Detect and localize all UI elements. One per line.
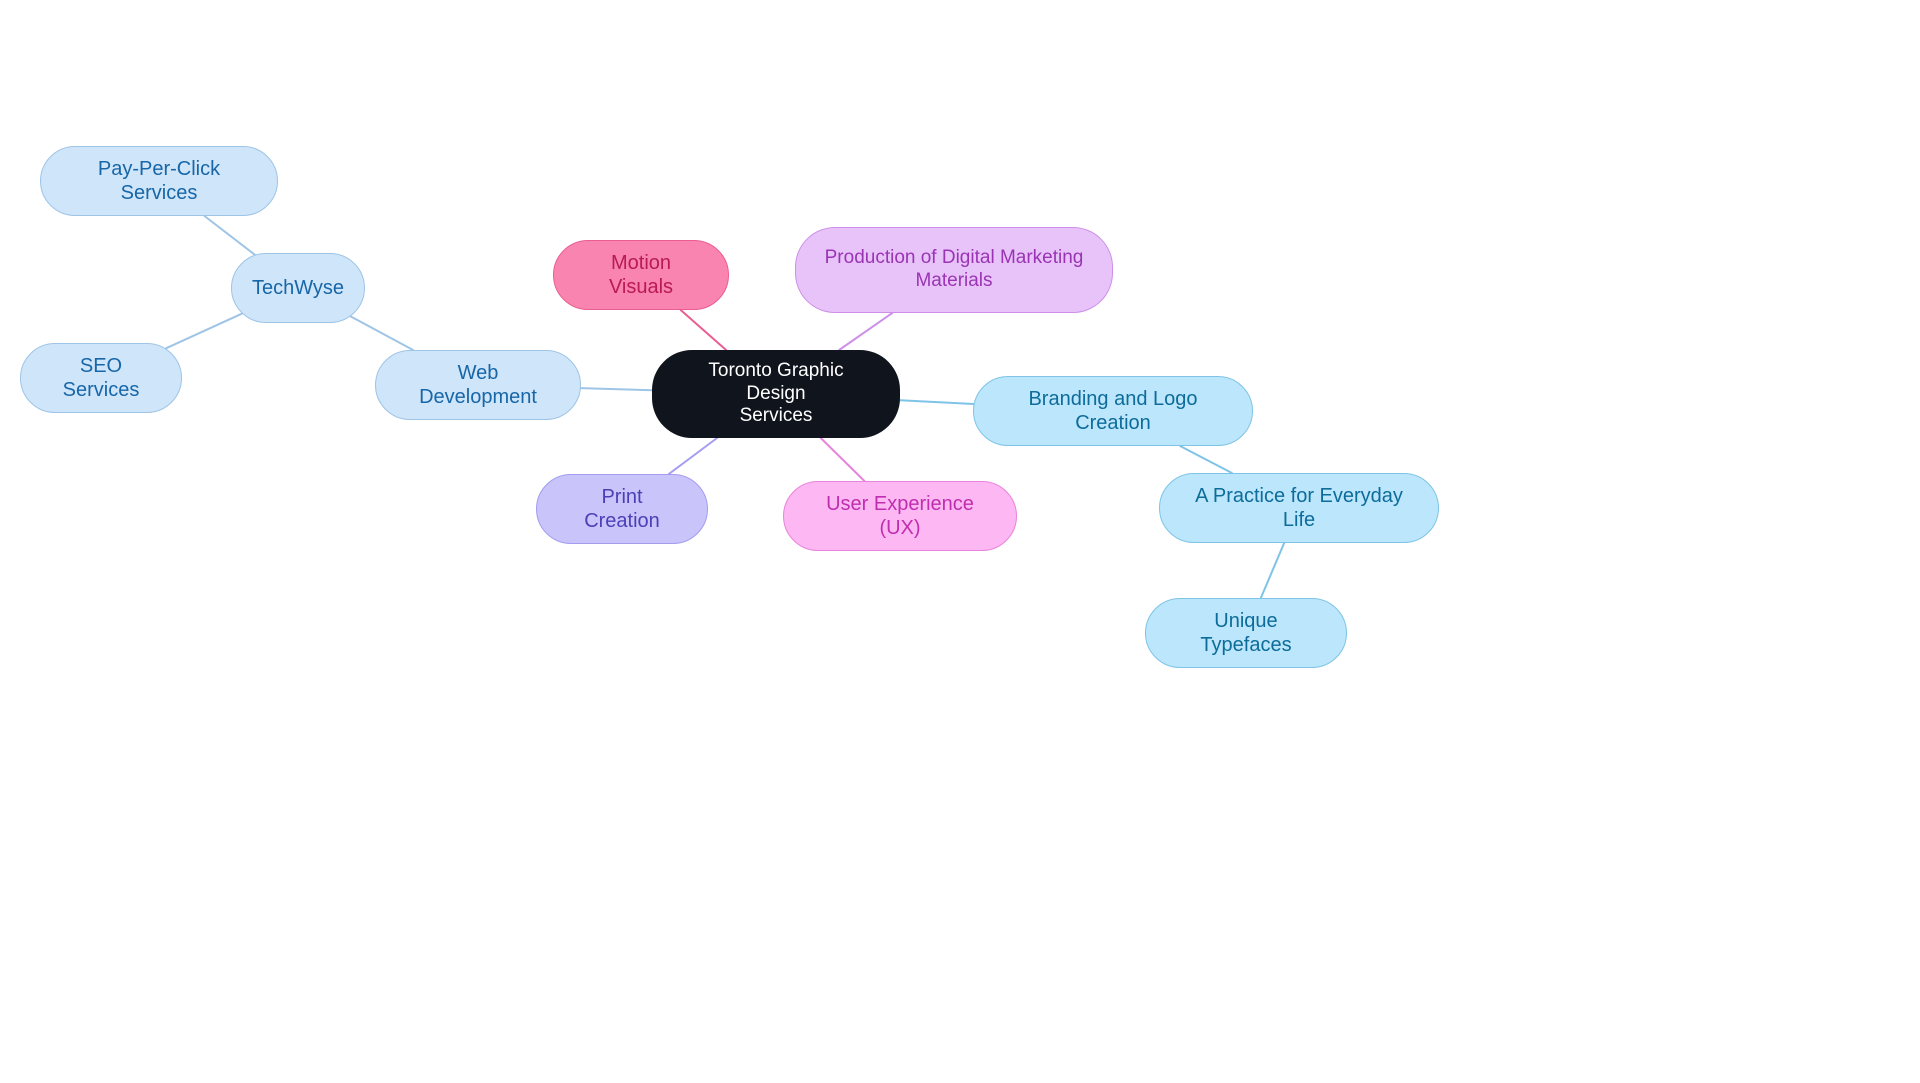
edge-webdev-techwyse xyxy=(351,316,413,350)
node-webdev[interactable]: Web Development xyxy=(375,350,581,420)
node-label: Pay-Per-Click Services xyxy=(67,157,251,205)
node-label: TechWyse xyxy=(252,276,344,300)
node-label: Motion Visuals xyxy=(580,251,702,299)
edge-practice-typefaces xyxy=(1261,543,1284,598)
edge-root-webdev xyxy=(581,388,652,390)
node-ux[interactable]: User Experience (UX) xyxy=(783,481,1017,551)
node-label: Branding and Logo Creation xyxy=(1000,387,1226,435)
edge-root-digitalmkt xyxy=(839,313,892,350)
node-typefaces[interactable]: Unique Typefaces xyxy=(1145,598,1347,668)
node-digitalmkt[interactable]: Production of Digital Marketing Material… xyxy=(795,227,1113,313)
node-label: User Experience (UX) xyxy=(810,492,990,540)
edge-branding-practice xyxy=(1180,446,1232,473)
node-label: SEO Services xyxy=(47,354,155,402)
node-ppc[interactable]: Pay-Per-Click Services xyxy=(40,146,278,216)
node-label: Production of Digital Marketing Material… xyxy=(825,247,1084,293)
node-techwyse[interactable]: TechWyse xyxy=(231,253,365,323)
node-label: Toronto Graphic Design Services xyxy=(679,360,873,428)
mindmap-canvas: Toronto Graphic Design Services Branding … xyxy=(0,0,1920,1083)
node-label: Unique Typefaces xyxy=(1172,609,1320,657)
edge-root-motion xyxy=(681,310,726,350)
node-branding[interactable]: Branding and Logo Creation xyxy=(973,376,1253,446)
edge-root-print xyxy=(669,438,717,474)
node-motion[interactable]: Motion Visuals xyxy=(553,240,729,310)
edge-techwyse-ppc xyxy=(204,216,254,255)
node-seo[interactable]: SEO Services xyxy=(20,343,182,413)
edge-root-branding xyxy=(900,400,974,404)
edge-techwyse-seo xyxy=(166,314,242,349)
node-label: Print Creation xyxy=(563,485,681,533)
node-root[interactable]: Toronto Graphic Design Services xyxy=(652,350,900,438)
node-print[interactable]: Print Creation xyxy=(536,474,708,544)
node-label: A Practice for Everyday Life xyxy=(1186,484,1412,532)
edge-root-ux xyxy=(821,438,865,481)
node-practice[interactable]: A Practice for Everyday Life xyxy=(1159,473,1439,543)
node-label: Web Development xyxy=(402,361,554,409)
